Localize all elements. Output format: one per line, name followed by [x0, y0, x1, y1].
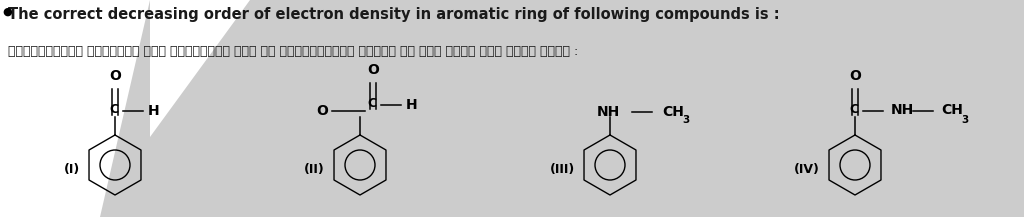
Text: NH: NH [891, 103, 914, 117]
Text: C: C [368, 97, 377, 110]
Text: (I): (I) [63, 163, 80, 176]
Text: H: H [406, 98, 418, 112]
Text: CH: CH [662, 105, 684, 119]
Text: ●: ● [2, 7, 11, 17]
Text: CH: CH [941, 103, 963, 117]
Text: 3: 3 [961, 115, 969, 125]
Text: H: H [148, 104, 160, 118]
Text: (II): (II) [304, 163, 325, 176]
Text: (IV): (IV) [795, 163, 820, 176]
Text: O: O [316, 104, 328, 118]
Text: O: O [849, 69, 861, 83]
Text: C: C [110, 103, 119, 116]
Text: (III): (III) [550, 163, 575, 176]
Text: O: O [110, 69, 121, 83]
Text: 3: 3 [682, 115, 689, 125]
Text: The correct decreasing order of electron density in aromatic ring of following c: The correct decreasing order of electron… [8, 7, 779, 22]
Text: C: C [850, 103, 858, 116]
Text: निम्नलिखित यौगिकों में एरोमैटिक वलय पर इलेक्ट्रॉन घनत्व का सही घटता हुआ क्रम होग: निम्नलिखित यौगिकों में एरोमैटिक वलय पर इ… [8, 45, 579, 58]
Text: O: O [367, 63, 379, 77]
Polygon shape [150, 0, 250, 137]
Text: NH: NH [596, 105, 620, 119]
Polygon shape [100, 0, 1024, 217]
